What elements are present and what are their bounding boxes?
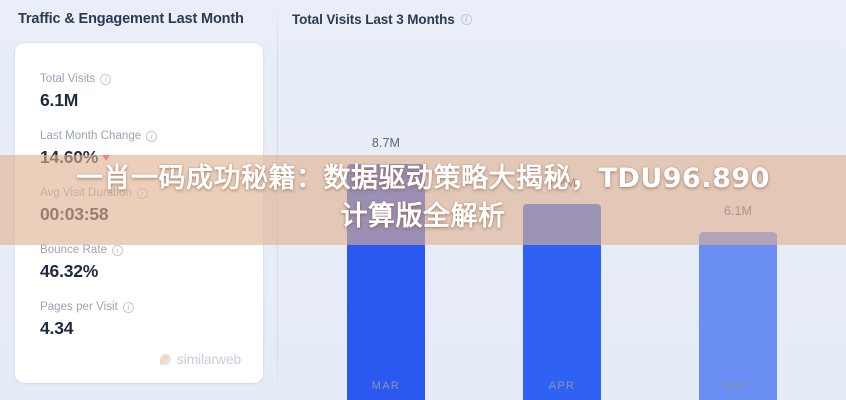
bar-apr[interactable] <box>522 204 601 400</box>
info-icon[interactable] <box>146 130 158 143</box>
similarweb-brand: similarweb <box>159 351 241 367</box>
metric-label: Total Visits <box>40 73 112 86</box>
info-icon[interactable] <box>100 73 112 86</box>
metric-value-text: 46.32% <box>40 261 99 281</box>
metric-label: Bounce Rate <box>40 244 124 257</box>
metric-value: 6.1M <box>40 90 111 111</box>
metric-label: Last Month Change <box>40 130 158 143</box>
metric-label-text: Last Month Change <box>40 130 142 142</box>
metric-avg-visit-duration: Avg Visit Duration 00:03:58 <box>40 187 148 225</box>
bar-column-mar: 8.7M MAR <box>299 44 473 400</box>
metric-bounce-rate: Bounce Rate 46.32% <box>40 244 124 282</box>
chart-title-text: Total Visits Last 3 Months <box>292 12 455 27</box>
metric-total-visits: Total Visits 6.1M <box>40 73 112 111</box>
metric-value: 4.34 <box>40 318 134 339</box>
info-icon[interactable] <box>112 244 124 257</box>
metric-label: Avg Visit Duration <box>40 187 148 200</box>
metric-label: Pages per Visit <box>40 301 134 314</box>
metric-pages-per-visit: Pages per Visit 4.34 <box>40 301 134 339</box>
bar-mar[interactable] <box>346 164 425 400</box>
metric-value-text: 14.60% <box>40 147 99 167</box>
chart-plot-area: 8.7M MAR 7.2M APR 6.1M MAY <box>278 44 846 400</box>
metric-value-text: 4.34 <box>40 318 74 338</box>
bar-value-label: 6.1M <box>723 204 753 218</box>
similarweb-brand-name: similarweb <box>176 351 241 367</box>
info-icon[interactable] <box>122 301 134 314</box>
bar-value-label: 7.2M <box>547 176 577 190</box>
bar-column-apr: 7.2M APR <box>475 44 649 400</box>
info-icon[interactable] <box>460 14 472 26</box>
bar-category-label: MAY <box>724 380 752 392</box>
metric-value-text: 00:03:58 <box>40 204 109 224</box>
bar-column-may: 6.1M MAY <box>651 44 825 400</box>
similarweb-logo-icon <box>159 353 172 366</box>
down-arrow-icon <box>102 155 111 161</box>
bar-group: 8.7M MAR 7.2M APR 6.1M MAY <box>298 44 826 400</box>
metric-label-text: Pages per Visit <box>40 301 118 313</box>
metric-label-text: Bounce Rate <box>40 244 108 256</box>
metric-value: 46.32% <box>40 261 123 282</box>
total-visits-chart-panel: Total Visits Last 3 Months 8.7M MAR 7.2M… <box>278 0 846 400</box>
metric-value: 14.60% <box>40 147 157 168</box>
metric-last-month-change: Last Month Change 14.60% <box>40 130 158 168</box>
info-icon[interactable] <box>136 187 148 200</box>
chart-title: Total Visits Last 3 Months <box>292 12 472 27</box>
metric-value-text: 6.1M <box>40 90 79 110</box>
metric-label-text: Avg Visit Duration <box>40 187 132 199</box>
traffic-engagement-panel: Traffic & Engagement Last Month Total Vi… <box>0 0 278 400</box>
bar-value-label: 8.7M <box>371 136 401 150</box>
traffic-engagement-title: Traffic & Engagement Last Month <box>18 11 244 27</box>
bar-category-label: APR <box>548 380 576 392</box>
metrics-card: Total Visits 6.1M Last Month Change 14.6… <box>15 43 263 383</box>
metric-label-text: Total Visits <box>40 73 96 85</box>
bar-may[interactable] <box>698 232 777 400</box>
metric-value: 00:03:58 <box>40 204 148 225</box>
bar-category-label: MAR <box>371 380 401 392</box>
